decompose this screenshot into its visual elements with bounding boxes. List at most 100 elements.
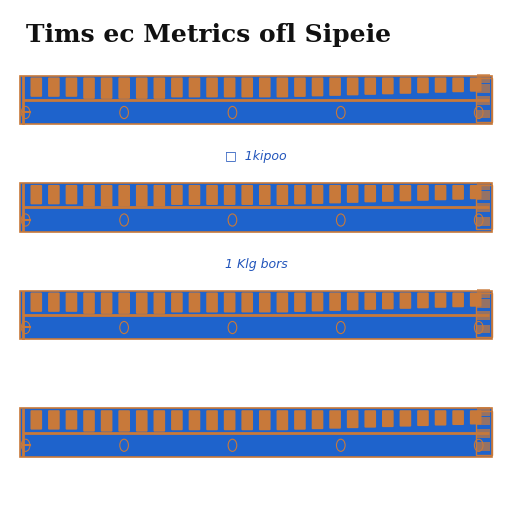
FancyBboxPatch shape (365, 77, 376, 95)
FancyBboxPatch shape (435, 185, 446, 200)
Bar (477, 429, 490, 437)
FancyBboxPatch shape (171, 185, 183, 205)
FancyBboxPatch shape (118, 292, 130, 314)
Bar (476, 411, 492, 455)
FancyBboxPatch shape (329, 292, 341, 311)
FancyBboxPatch shape (154, 185, 165, 206)
FancyBboxPatch shape (101, 292, 113, 314)
FancyBboxPatch shape (417, 410, 429, 426)
Bar (477, 110, 490, 118)
FancyBboxPatch shape (188, 185, 200, 205)
FancyBboxPatch shape (154, 410, 165, 432)
Bar (476, 185, 492, 229)
FancyBboxPatch shape (188, 292, 200, 312)
FancyBboxPatch shape (224, 410, 236, 430)
FancyBboxPatch shape (48, 77, 60, 97)
FancyBboxPatch shape (259, 292, 271, 312)
Bar (477, 217, 490, 226)
FancyBboxPatch shape (452, 292, 464, 307)
Bar (477, 203, 490, 212)
FancyBboxPatch shape (435, 77, 446, 93)
FancyBboxPatch shape (241, 410, 253, 430)
FancyBboxPatch shape (136, 292, 147, 314)
Bar (477, 191, 490, 200)
FancyBboxPatch shape (83, 410, 95, 432)
FancyBboxPatch shape (101, 410, 113, 432)
Bar (477, 182, 490, 190)
FancyBboxPatch shape (435, 292, 446, 308)
FancyBboxPatch shape (276, 77, 288, 97)
FancyBboxPatch shape (31, 185, 42, 204)
FancyBboxPatch shape (347, 185, 358, 203)
FancyBboxPatch shape (470, 185, 481, 199)
FancyBboxPatch shape (399, 292, 411, 309)
FancyBboxPatch shape (241, 185, 253, 205)
FancyBboxPatch shape (452, 185, 464, 200)
FancyBboxPatch shape (312, 292, 324, 311)
FancyBboxPatch shape (66, 185, 77, 204)
FancyBboxPatch shape (452, 77, 464, 92)
FancyBboxPatch shape (83, 185, 95, 206)
FancyBboxPatch shape (118, 77, 130, 99)
FancyBboxPatch shape (365, 410, 376, 428)
FancyBboxPatch shape (312, 410, 324, 429)
FancyBboxPatch shape (101, 185, 113, 206)
FancyBboxPatch shape (312, 77, 324, 96)
FancyBboxPatch shape (435, 410, 446, 425)
FancyBboxPatch shape (224, 292, 236, 312)
FancyBboxPatch shape (347, 410, 358, 428)
FancyBboxPatch shape (241, 77, 253, 97)
Bar (477, 407, 490, 416)
FancyBboxPatch shape (276, 185, 288, 205)
FancyBboxPatch shape (259, 77, 271, 97)
FancyBboxPatch shape (329, 410, 341, 429)
FancyBboxPatch shape (347, 292, 358, 310)
FancyBboxPatch shape (136, 77, 147, 99)
FancyBboxPatch shape (83, 77, 95, 99)
FancyBboxPatch shape (470, 410, 481, 424)
FancyBboxPatch shape (276, 292, 288, 312)
FancyBboxPatch shape (329, 185, 341, 203)
FancyBboxPatch shape (382, 185, 394, 202)
FancyBboxPatch shape (101, 77, 113, 99)
FancyBboxPatch shape (48, 185, 60, 204)
Bar (477, 442, 490, 451)
FancyBboxPatch shape (31, 77, 42, 97)
FancyBboxPatch shape (399, 77, 411, 94)
FancyBboxPatch shape (188, 77, 200, 97)
Bar (477, 96, 490, 104)
FancyBboxPatch shape (188, 410, 200, 430)
FancyBboxPatch shape (417, 185, 429, 201)
FancyBboxPatch shape (66, 292, 77, 312)
FancyBboxPatch shape (294, 185, 306, 204)
FancyBboxPatch shape (347, 77, 358, 95)
Bar (477, 84, 490, 93)
FancyBboxPatch shape (171, 292, 183, 312)
FancyBboxPatch shape (241, 292, 253, 312)
Bar (477, 289, 490, 298)
FancyBboxPatch shape (382, 77, 394, 94)
FancyBboxPatch shape (83, 292, 95, 314)
FancyBboxPatch shape (66, 410, 77, 430)
Text: □  1kipoo: □ 1kipoo (225, 150, 287, 163)
FancyBboxPatch shape (206, 185, 218, 205)
FancyBboxPatch shape (31, 410, 42, 430)
FancyBboxPatch shape (224, 185, 236, 205)
FancyBboxPatch shape (206, 410, 218, 430)
FancyBboxPatch shape (470, 77, 481, 92)
FancyBboxPatch shape (259, 185, 271, 205)
Bar (20, 409, 492, 457)
Bar (477, 74, 490, 83)
FancyBboxPatch shape (382, 410, 394, 427)
FancyBboxPatch shape (48, 410, 60, 430)
FancyBboxPatch shape (136, 410, 147, 432)
Bar (20, 291, 492, 339)
FancyBboxPatch shape (224, 77, 236, 97)
FancyBboxPatch shape (452, 410, 464, 425)
FancyBboxPatch shape (171, 410, 183, 430)
FancyBboxPatch shape (206, 292, 218, 312)
FancyBboxPatch shape (294, 410, 306, 430)
Bar (477, 311, 490, 319)
FancyBboxPatch shape (312, 185, 324, 204)
FancyBboxPatch shape (329, 77, 341, 96)
